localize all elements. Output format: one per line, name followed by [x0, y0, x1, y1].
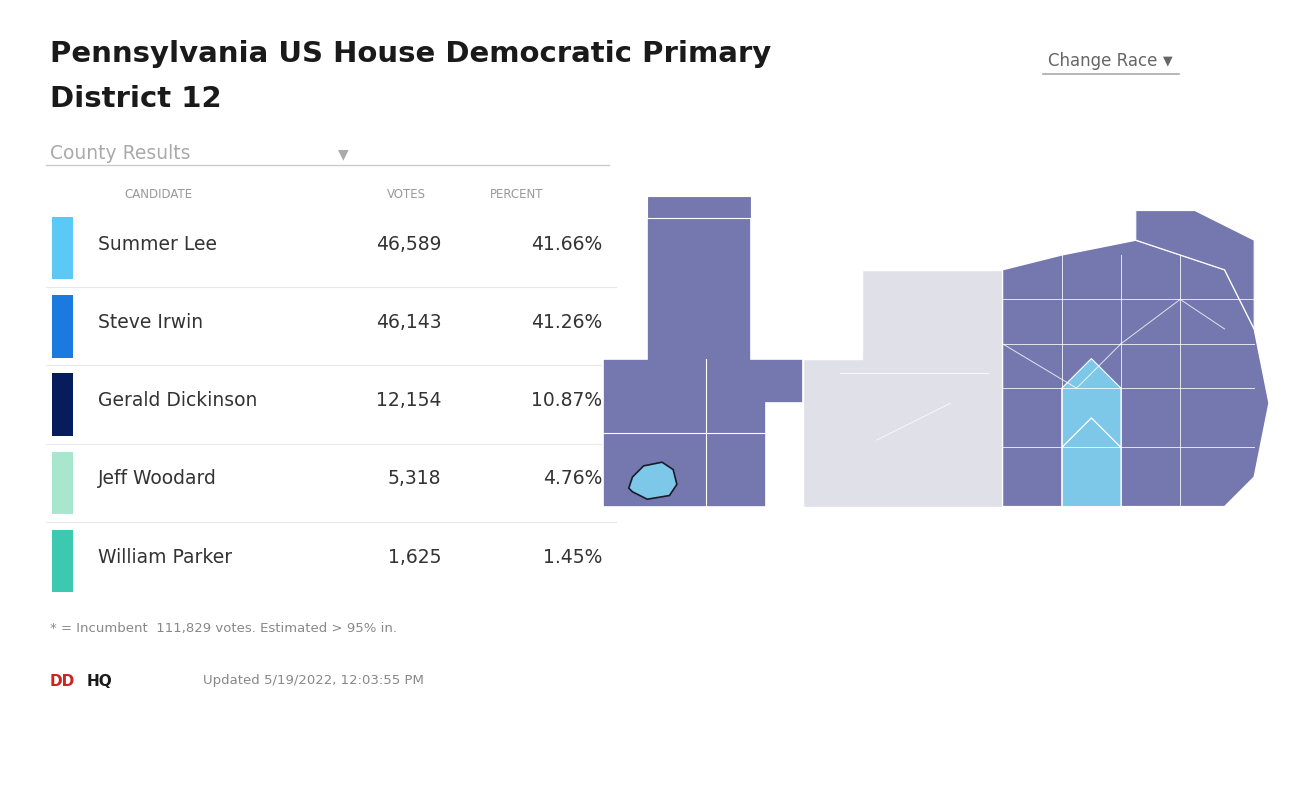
Text: 10.87%: 10.87% — [532, 391, 603, 410]
Text: 1,625: 1,625 — [388, 547, 441, 567]
Text: 12,154: 12,154 — [376, 391, 441, 410]
Text: ▼: ▼ — [1163, 54, 1172, 67]
Polygon shape — [603, 218, 803, 507]
Text: Steve Irwin: Steve Irwin — [98, 313, 203, 332]
Text: 41.66%: 41.66% — [532, 235, 603, 254]
FancyBboxPatch shape — [52, 452, 73, 514]
Polygon shape — [1002, 240, 1269, 507]
Text: 46,143: 46,143 — [376, 313, 441, 332]
Text: County Results: County Results — [50, 144, 190, 163]
Text: * = Incumbent  111,829 votes. Estimated > 95% in.: * = Incumbent 111,829 votes. Estimated >… — [50, 622, 397, 635]
FancyBboxPatch shape — [52, 217, 73, 279]
Polygon shape — [1062, 418, 1121, 507]
Polygon shape — [1136, 211, 1254, 329]
Text: William Parker: William Parker — [98, 547, 232, 567]
FancyBboxPatch shape — [52, 530, 73, 592]
Text: Pennsylvania US House Democratic Primary: Pennsylvania US House Democratic Primary — [50, 40, 772, 68]
Text: PERCENT: PERCENT — [490, 188, 544, 200]
Text: VOTES: VOTES — [386, 188, 426, 200]
Text: DD: DD — [50, 674, 75, 689]
Text: Change Race: Change Race — [1048, 52, 1157, 70]
Text: Jeff Woodard: Jeff Woodard — [98, 469, 217, 488]
Text: 4.76%: 4.76% — [544, 469, 603, 488]
Text: ▼: ▼ — [338, 147, 348, 161]
Text: Updated 5/19/2022, 12:03:55 PM: Updated 5/19/2022, 12:03:55 PM — [203, 674, 424, 687]
Text: 1.45%: 1.45% — [544, 547, 603, 567]
Text: District 12: District 12 — [50, 85, 221, 113]
Polygon shape — [629, 462, 677, 500]
Text: HQ: HQ — [86, 674, 113, 689]
Text: 41.26%: 41.26% — [532, 313, 603, 332]
Text: Gerald Dickinson: Gerald Dickinson — [98, 391, 258, 410]
Text: CANDIDATE: CANDIDATE — [124, 188, 193, 200]
Text: 46,589: 46,589 — [376, 235, 441, 254]
Polygon shape — [803, 270, 1002, 507]
Text: 5,318: 5,318 — [388, 469, 441, 488]
Polygon shape — [1062, 358, 1121, 448]
Text: Summer Lee: Summer Lee — [98, 235, 217, 254]
FancyBboxPatch shape — [52, 295, 73, 358]
Polygon shape — [647, 196, 751, 218]
FancyBboxPatch shape — [52, 373, 73, 436]
